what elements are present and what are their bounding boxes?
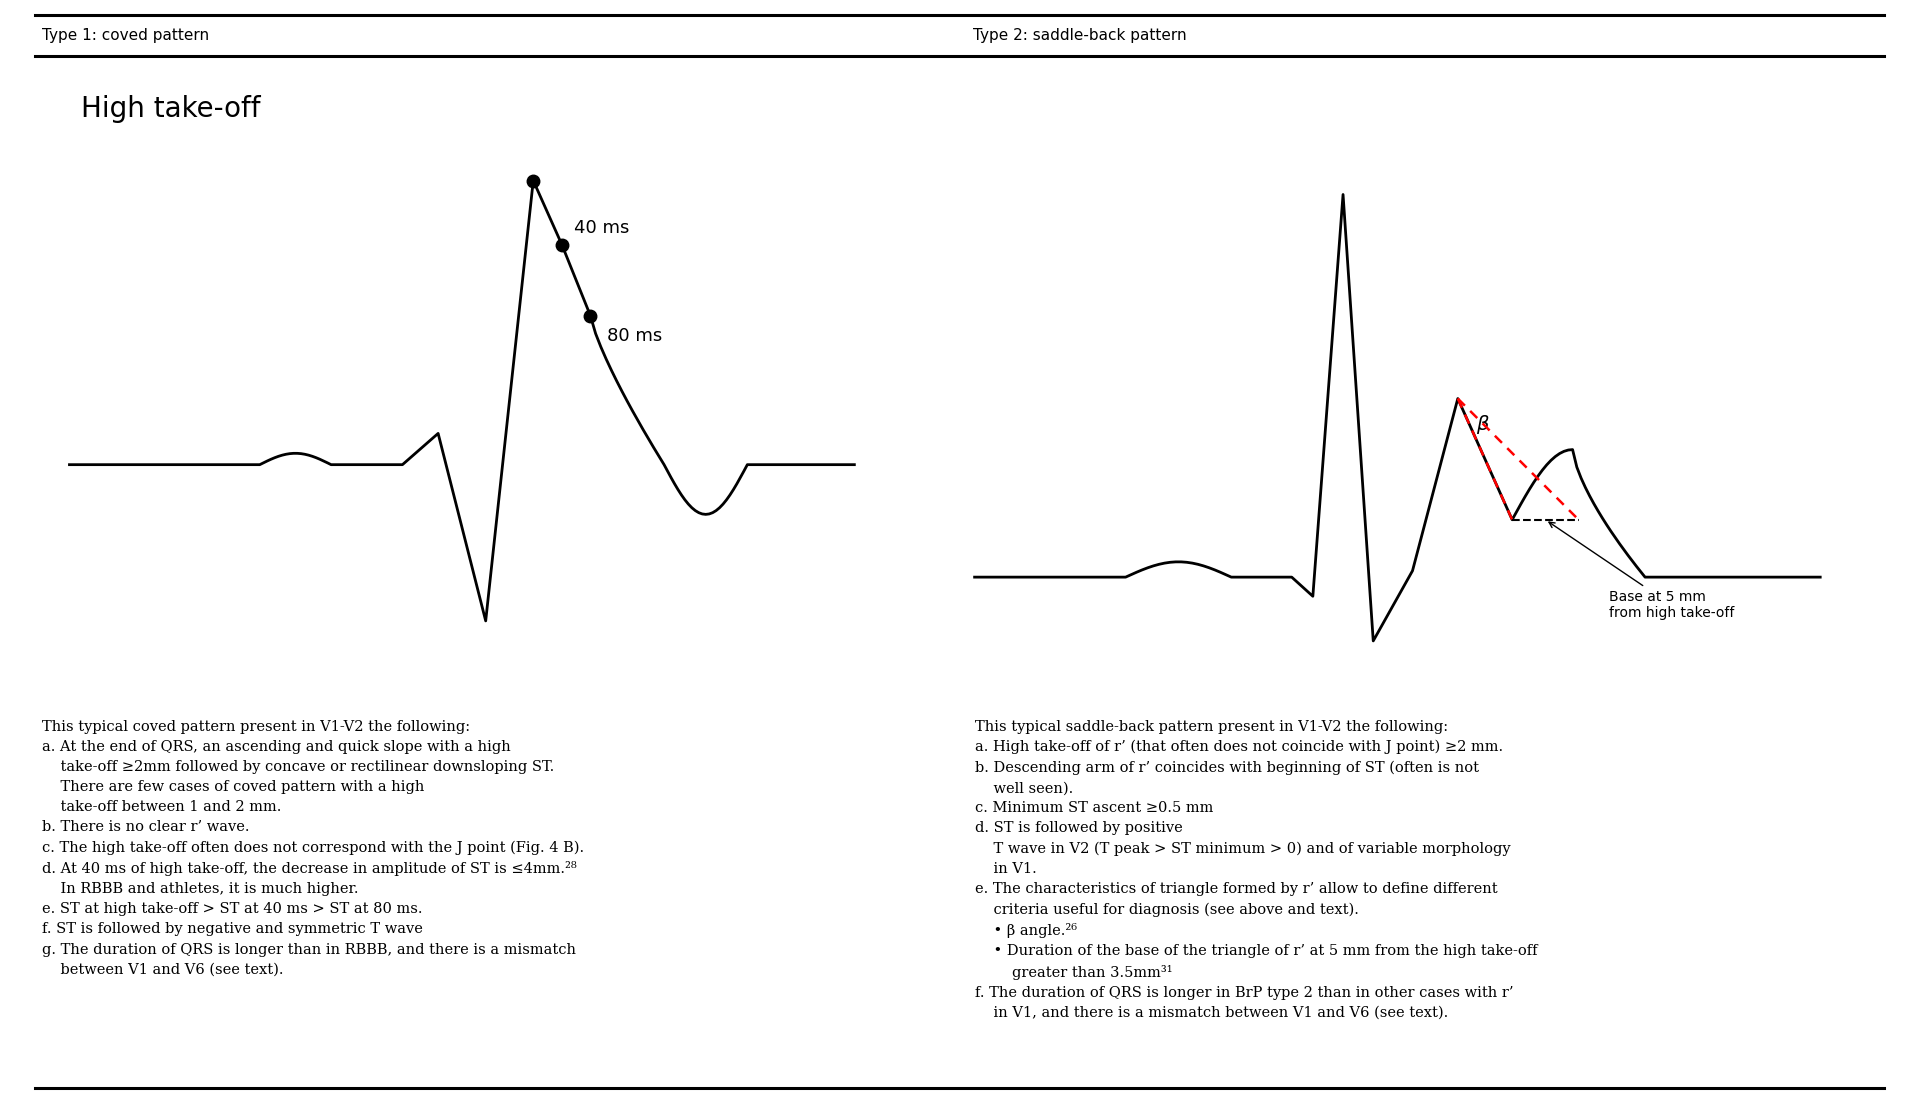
Text: 40 ms: 40 ms bbox=[574, 220, 629, 238]
Text: Base at 5 mm
from high take-off: Base at 5 mm from high take-off bbox=[1549, 522, 1735, 620]
Text: This typical saddle-back pattern present in V1-V2 the following:
a. High take-of: This typical saddle-back pattern present… bbox=[975, 720, 1537, 1020]
Text: β: β bbox=[1476, 415, 1489, 434]
Text: Type 2: saddle-back pattern: Type 2: saddle-back pattern bbox=[973, 28, 1186, 42]
Text: 80 ms: 80 ms bbox=[606, 327, 662, 345]
Text: Type 1: coved pattern: Type 1: coved pattern bbox=[42, 28, 209, 42]
Text: This typical coved pattern present in V1-V2 the following:
a. At the end of QRS,: This typical coved pattern present in V1… bbox=[42, 720, 585, 976]
Text: High take-off: High take-off bbox=[81, 95, 261, 124]
